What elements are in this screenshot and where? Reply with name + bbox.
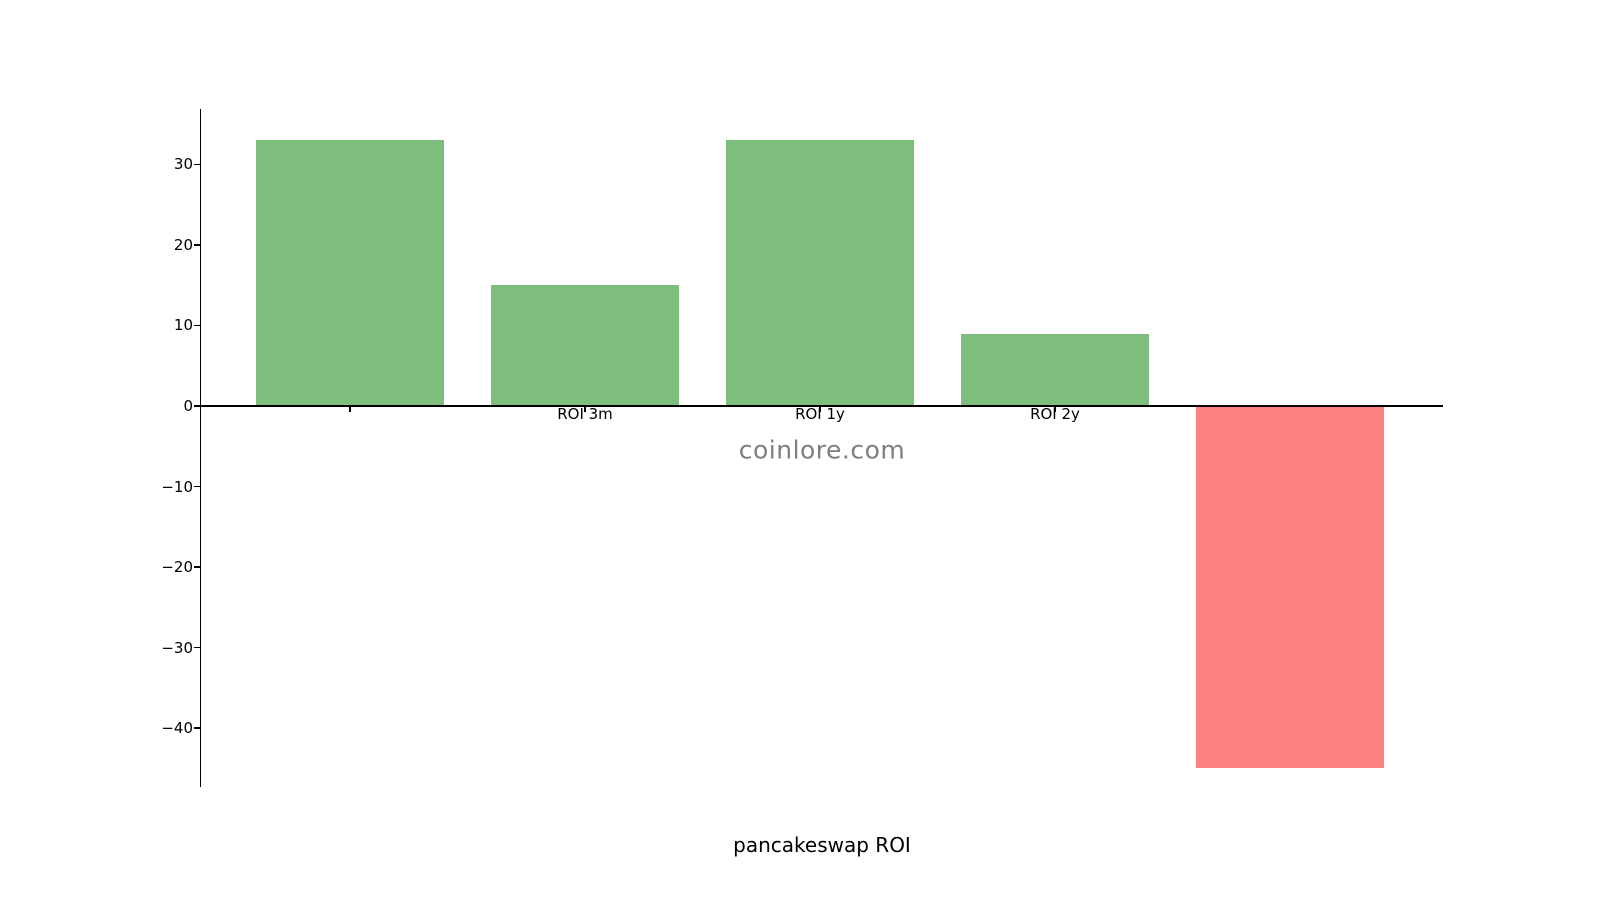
- coinlore-watermark: coinlore.com: [738, 435, 906, 465]
- bar: [726, 140, 914, 406]
- y-axis-line: [199, 109, 201, 787]
- y-tick: [194, 566, 201, 568]
- y-tick-label: 0: [183, 397, 193, 415]
- x-tick: [1054, 406, 1056, 412]
- y-tick-label: 10: [173, 316, 193, 335]
- x-tick: [584, 406, 586, 412]
- y-tick-label: −10: [161, 477, 193, 496]
- y-tick: [194, 244, 201, 246]
- chart-title: pancakeswap ROI: [733, 833, 911, 857]
- x-tick: [349, 406, 351, 412]
- y-tick-label: 20: [173, 235, 193, 254]
- y-tick: [194, 163, 201, 166]
- bar: [961, 333, 1149, 406]
- y-tick-label: 30: [173, 155, 193, 174]
- x-tick: [819, 406, 821, 412]
- y-tick: [194, 646, 201, 649]
- y-tick-label: −20: [161, 558, 193, 577]
- x-tick-label: ROI 1y: [795, 405, 845, 423]
- bar: [491, 285, 679, 406]
- y-tick: [194, 485, 201, 488]
- y-tick-label: −40: [161, 719, 193, 738]
- y-tick: [194, 405, 201, 407]
- x-tick-label: ROI 3m: [557, 405, 613, 423]
- y-tick: [194, 727, 201, 729]
- bar: [1196, 406, 1384, 769]
- bar: [256, 140, 444, 406]
- x-tick-label: ROI 2y: [1030, 405, 1080, 423]
- y-tick-label: −30: [161, 638, 193, 657]
- y-tick: [194, 324, 201, 327]
- x-axis-line: [199, 405, 1443, 407]
